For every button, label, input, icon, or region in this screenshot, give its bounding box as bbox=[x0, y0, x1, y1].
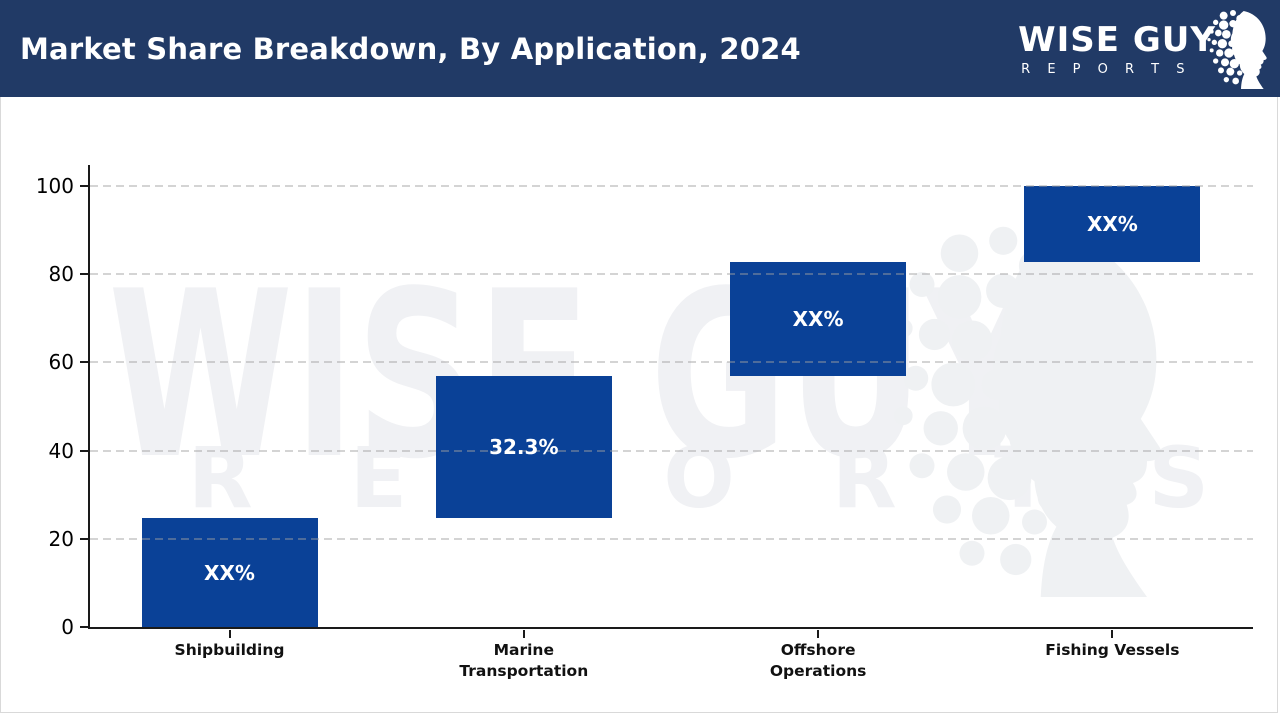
logo-subtext: R E P O R T S bbox=[1021, 62, 1191, 77]
y-tick-100 bbox=[80, 185, 89, 187]
y-tick-label-60: 60 bbox=[48, 350, 74, 375]
x-category-label: Fishing Vessels bbox=[1045, 641, 1180, 659]
gridline-80 bbox=[90, 273, 1253, 276]
dotted-face-profile-icon bbox=[1207, 10, 1267, 89]
page-title: Market Share Breakdown, By Application, … bbox=[20, 32, 801, 66]
y-tick-60 bbox=[80, 361, 89, 364]
y-tick-20 bbox=[80, 537, 89, 540]
bar-shipbuilding bbox=[141, 518, 318, 627]
bar-value-label: XX% bbox=[1086, 211, 1138, 236]
watermark-face-profile-icon bbox=[882, 226, 1162, 597]
bar-offshore-operations bbox=[730, 261, 907, 376]
bar-value-label: XX% bbox=[204, 560, 255, 585]
bar-value-label: XX% bbox=[792, 306, 844, 331]
x-tick-4 bbox=[1111, 630, 1114, 638]
x-tick-2 bbox=[522, 630, 525, 638]
logo-text: WISE GUY R E P O R T S bbox=[1018, 21, 1216, 77]
logo-wordmark: WISE GUY bbox=[1018, 20, 1216, 60]
x-category-label: Shipbuilding bbox=[174, 641, 285, 659]
y-tick-0 bbox=[80, 626, 89, 628]
gridline-60 bbox=[90, 361, 1253, 364]
gridline-20 bbox=[90, 537, 1253, 540]
y-tick-label-20: 20 bbox=[48, 526, 74, 551]
bar-fishing-vessels bbox=[1024, 186, 1201, 262]
x-category-label: Offshore Operations bbox=[769, 641, 867, 680]
page-border-left bbox=[0, 97, 1, 713]
chart-plot-area: 0 20 40 60 80 100 XX% Shipbuilding 32.3% Marine T… bbox=[0, 97, 1280, 720]
page-border-bottom bbox=[0, 712, 1278, 713]
x-tick-3 bbox=[817, 630, 820, 638]
x-tick-1 bbox=[228, 630, 231, 638]
bar-value-label: 32.3% bbox=[489, 434, 559, 459]
x-axis-line bbox=[88, 627, 1253, 629]
y-axis-line bbox=[88, 165, 90, 629]
bar-marine-transportation bbox=[435, 375, 612, 519]
gridline-40 bbox=[90, 449, 1253, 452]
header-bar: Market Share Breakdown, By Application, … bbox=[0, 0, 1280, 97]
y-tick-label-100: 100 bbox=[35, 174, 74, 198]
x-category-label: Marine Transportation bbox=[459, 641, 589, 680]
wise-guy-reports-logo: WISE GUY R E P O R T S bbox=[1018, 7, 1272, 91]
y-tick-40 bbox=[80, 449, 89, 452]
gridline-100 bbox=[90, 185, 1253, 187]
page-border-right bbox=[1277, 97, 1278, 713]
y-tick-label-0: 0 bbox=[61, 615, 74, 639]
y-tick-80 bbox=[80, 273, 89, 276]
y-tick-label-40: 40 bbox=[48, 438, 74, 463]
y-tick-label-80: 80 bbox=[48, 262, 74, 287]
